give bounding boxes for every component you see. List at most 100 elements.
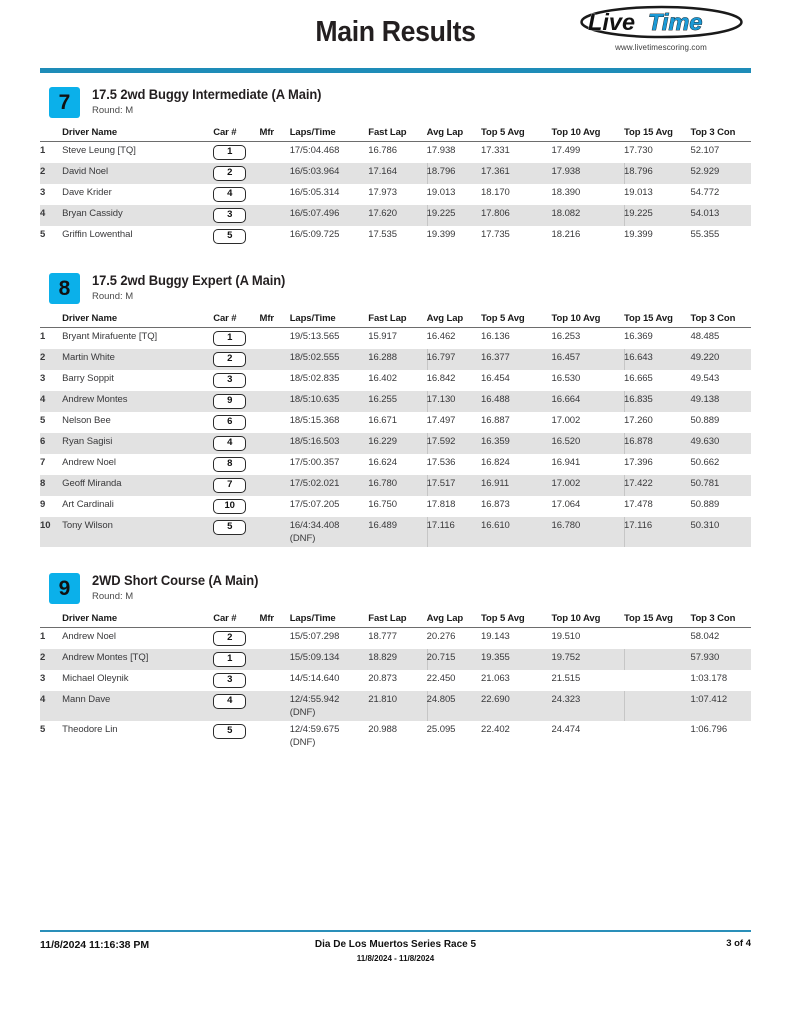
stat-cell: 19.013	[426, 187, 456, 198]
stat-cell: 17.806	[481, 205, 552, 226]
laps-time-value: 17/5:07.205	[289, 499, 340, 510]
stat-cell: 17.116	[426, 517, 482, 547]
stat-cell: 16.253	[551, 331, 581, 342]
stat-cell: 17.164	[368, 163, 427, 184]
results-table: Driver Name Car # Mfr Laps/Time Fast Lap Avg …	[40, 613, 751, 751]
stat-cell	[260, 670, 290, 691]
stat-cell: 1:06.796	[690, 724, 728, 735]
stat-cell: 16.530	[551, 373, 581, 384]
stat-cell: 21.063	[481, 673, 510, 684]
car-number-cell: 3	[213, 670, 259, 691]
stat-cell: 18.170	[481, 187, 510, 198]
table-row: 2 David Noel 2 16/5:03.964 17.164 18.796 17.36…	[40, 163, 751, 184]
laps-time-cell: 16/5:09.725	[290, 226, 369, 247]
stat-cell: 19.752	[551, 649, 625, 670]
column-header: Driver Name	[62, 127, 214, 142]
stat-cell: 16.842	[426, 373, 456, 384]
stat-cell: 58.042	[690, 631, 720, 642]
laps-time-cell: 16/5:07.496	[289, 205, 369, 226]
car-number-cell: 1	[213, 142, 259, 164]
column-header: Driver Name	[62, 613, 214, 628]
livetime-logo-icon: Live Time	[579, 5, 743, 39]
stat-cell	[260, 370, 290, 391]
stat-cell: 24.805	[426, 691, 482, 721]
laps-time-value: 16/5:03.964	[289, 166, 340, 177]
car-number-cell: 2	[213, 628, 259, 650]
driver-name-cell: Bryan Cassidy	[62, 205, 214, 226]
column-header	[40, 127, 63, 142]
results-section: 8 17.5 2wd Buggy Expert (A Main) Round: M D…	[40, 273, 751, 547]
column-header: Car #	[213, 127, 260, 142]
stat-cell: 17.938	[551, 163, 625, 184]
position-cell: 2	[40, 349, 63, 370]
stat-cell: 16.780	[551, 517, 625, 547]
laps-time-value: 15/5:09.134	[289, 652, 340, 663]
stat-cell: 18.796	[426, 163, 482, 184]
position-cell: 7	[40, 457, 46, 468]
stat-cell: 25.095	[426, 724, 456, 735]
stat-cell: 18.216	[551, 229, 581, 240]
car-number-cell: 5	[213, 226, 259, 247]
stat-cell: 16.664	[551, 391, 625, 412]
car-number-badge: 2	[213, 631, 247, 646]
section-title: 17.5 2wd Buggy Expert (A Main)	[92, 273, 286, 288]
laps-time-cell: 14/5:14.640	[290, 670, 369, 691]
column-header: Top 10 Avg	[551, 127, 625, 142]
column-header: Driver Name	[62, 313, 214, 328]
stat-cell: 24.474	[551, 724, 581, 735]
stat-cell: 17.361	[481, 163, 552, 184]
stat-cell: 17.517	[426, 475, 482, 496]
car-number-cell: 6	[213, 412, 259, 433]
stat-cell: 17.497	[426, 415, 456, 426]
stat-cell: 16.457	[551, 349, 625, 370]
position-cell: 3	[40, 373, 46, 384]
laps-time-cell: 18/5:02.835	[290, 370, 369, 391]
stat-cell	[260, 142, 290, 164]
car-number-badge: 4	[213, 436, 247, 451]
stat-cell: 22.690	[481, 691, 552, 721]
section-number-badge: 8	[49, 273, 80, 304]
table-row: 4 Mann Dave 4 12/4:55.942 (DNF) 21.810 24.805 2…	[40, 691, 751, 721]
stat-cell: 50.889	[690, 415, 720, 426]
laps-time-value: 17/5:02.021	[289, 478, 340, 489]
header-divider	[40, 68, 751, 73]
column-header: Car #	[213, 613, 260, 628]
stat-cell: 19.399	[426, 229, 456, 240]
results-section: 9 2WD Short Course (A Main) Round: M Driver…	[40, 573, 751, 751]
car-number-badge: 9	[213, 394, 247, 409]
driver-name-cell: Barry Soppit	[62, 373, 114, 384]
stat-cell	[259, 649, 290, 670]
column-header: Top 5 Avg	[481, 613, 552, 628]
car-number-cell: 5	[213, 517, 260, 547]
car-number-badge: 7	[213, 478, 247, 493]
driver-name-cell: Art Cardinali	[62, 499, 114, 510]
stat-cell: 16.255	[368, 391, 427, 412]
car-number-badge: 1	[213, 331, 247, 346]
page-footer: 11/8/2024 11:16:38 PM Dia De Los Muertos…	[40, 930, 751, 972]
stat-cell	[624, 691, 691, 721]
stat-cell: 17.331	[481, 145, 510, 156]
table-header-row: Driver Name Car # Mfr Laps/Time Fast Lap Avg …	[40, 127, 751, 142]
car-number-badge: 3	[213, 673, 247, 688]
stat-cell: 16.780	[368, 475, 427, 496]
svg-text:Live: Live	[588, 9, 635, 35]
logo-url-text: www.livetimescoring.com	[615, 43, 707, 52]
car-number-cell: 5	[213, 721, 259, 751]
stat-cell: 50.781	[690, 475, 751, 496]
laps-time-cell: 18/5:16.503	[289, 433, 369, 454]
driver-name-cell: Andrew Noel	[62, 631, 116, 642]
stat-cell: 16.624	[368, 457, 398, 468]
stat-cell: 16.750	[368, 499, 398, 510]
stat-cell: 17.536	[426, 457, 456, 468]
stat-cell: 16.454	[481, 373, 510, 384]
stat-cell: 17.730	[624, 145, 653, 156]
stat-cell: 16.402	[368, 373, 398, 384]
column-header: Top 5 Avg	[481, 313, 552, 328]
laps-time-value: 18/5:15.368	[289, 415, 340, 426]
stat-cell: 17.973	[368, 187, 398, 198]
stat-cell: 1:03.178	[690, 673, 728, 684]
column-header: Fast Lap	[368, 313, 427, 328]
position-cell: 4	[40, 391, 63, 412]
stat-cell: 17.116	[624, 517, 691, 547]
driver-name-cell: Bryant Mirafuente [TQ]	[62, 331, 158, 342]
